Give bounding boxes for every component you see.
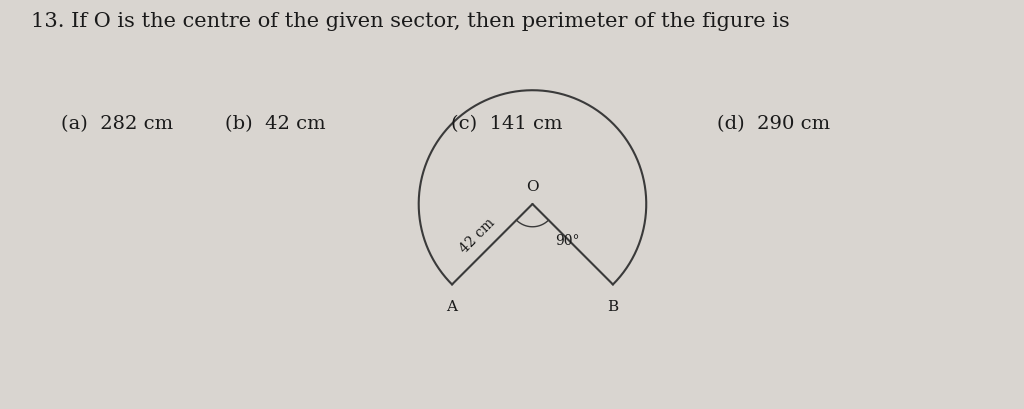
Text: 90°: 90° (555, 234, 580, 248)
Text: B: B (607, 299, 618, 313)
Text: (c)  141 cm: (c) 141 cm (451, 115, 562, 133)
Text: (a)  282 cm: (a) 282 cm (61, 115, 173, 133)
Text: 13. If O is the centre of the given sector, then perimeter of the figure is: 13. If O is the centre of the given sect… (31, 12, 790, 31)
Text: A: A (446, 299, 458, 313)
Text: (b)  42 cm: (b) 42 cm (225, 115, 326, 133)
Text: 42 cm: 42 cm (458, 216, 498, 256)
Text: O: O (526, 179, 539, 193)
Text: (d)  290 cm: (d) 290 cm (717, 115, 829, 133)
